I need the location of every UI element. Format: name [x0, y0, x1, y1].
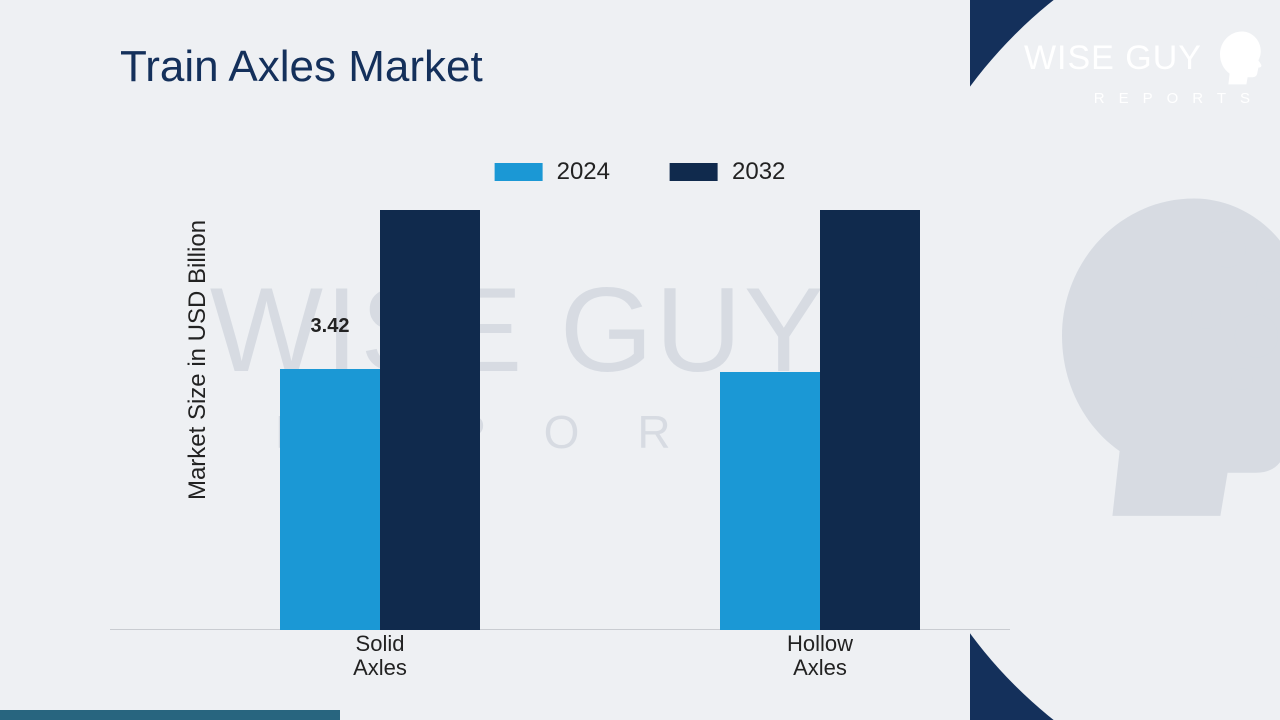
category-label: Hollow Axles: [787, 632, 853, 680]
brand-sub: REPORTS: [970, 90, 1264, 107]
legend-swatch: [495, 163, 543, 181]
bar: [280, 369, 380, 630]
bottom-accent-bar: [0, 710, 340, 720]
category-label: Solid Axles: [353, 632, 407, 680]
bar: [380, 210, 480, 630]
bar-group: 3.42Solid Axles: [280, 210, 480, 630]
legend-item: 2032: [670, 158, 785, 186]
bar: [820, 210, 920, 630]
bar: [720, 372, 820, 630]
head-silhouette-icon: [1208, 28, 1268, 88]
legend-item: 2024: [495, 158, 610, 186]
brand-name: WISE GUY: [1024, 39, 1202, 78]
y-axis-label: Market Size in USD Billion: [184, 220, 212, 500]
legend-swatch: [670, 163, 718, 181]
legend: 2024 2032: [495, 158, 786, 186]
chart-plot-area: 3.42Solid Axles Hollow Axles: [110, 210, 1010, 630]
right-panel: WISE GUY REPORTS: [970, 0, 1280, 720]
bar-value-label: 3.42: [311, 315, 350, 342]
legend-label: 2024: [557, 158, 610, 186]
chart-title: Train Axles Market: [120, 42, 483, 92]
brand-logo: WISE GUY REPORTS: [970, 28, 1268, 107]
legend-label: 2032: [732, 158, 785, 186]
bar-group: Hollow Axles: [720, 210, 920, 630]
